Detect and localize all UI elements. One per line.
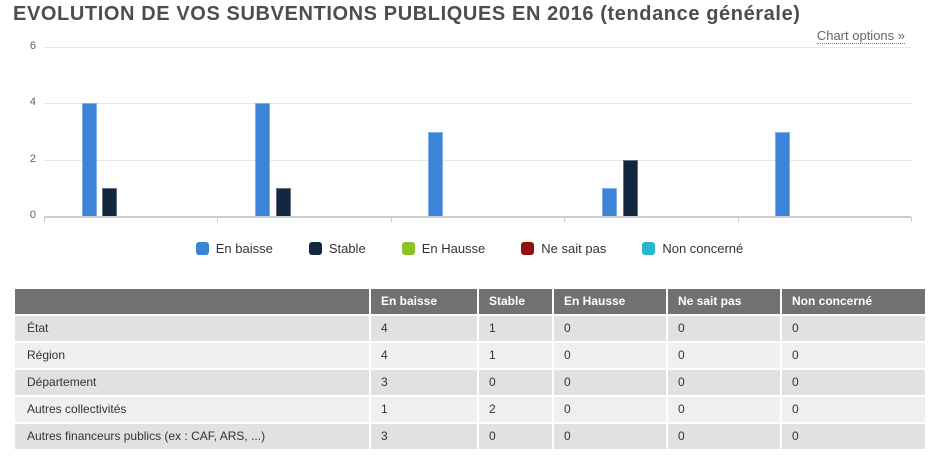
cell-value: 0 [668, 370, 780, 395]
cell-value: 0 [782, 397, 925, 422]
cell-value: 0 [554, 316, 666, 341]
x-axis-tick [217, 217, 219, 222]
legend-label: En Hausse [421, 241, 486, 256]
cell-value: 0 [554, 343, 666, 368]
table-row: État 4 1 0 0 0 [15, 316, 925, 341]
legend-swatch-icon [401, 242, 415, 255]
gridline [44, 103, 911, 105]
row-label: Région [15, 343, 369, 368]
table-header-row: En baisse Stable En Hausse Ne sait pas Non c… [15, 289, 925, 314]
table-header: En baisse Stable En Hausse Ne sait pas Non c… [15, 289, 925, 314]
x-axis-tick [737, 217, 739, 222]
chart-bar-stable[interactable] [102, 187, 118, 216]
gridline [44, 216, 911, 218]
cell-value: 0 [479, 370, 552, 395]
cell-value: 0 [668, 316, 780, 341]
y-axis-tick-label: 6 [29, 40, 36, 52]
chart-bar-en-baisse[interactable] [775, 131, 791, 216]
cell-value: 0 [782, 370, 925, 395]
chart-options-link[interactable]: Chart options » [816, 28, 905, 44]
page-title: EVOLUTION DE VOS SUBVENTIONS PUBLIQUES E… [13, 3, 801, 25]
chart-legend: En baisse Stable En Hausse Ne sait pas Non c… [0, 241, 939, 256]
legend-swatch-icon [521, 242, 535, 255]
table-row: Région 4 1 0 0 0 [15, 343, 925, 368]
bar-chart: 0 2 4 6 [29, 40, 912, 222]
chart-bar-en-baisse[interactable] [601, 187, 617, 216]
legend-label: Stable [328, 241, 366, 256]
legend-item-en-hausse[interactable]: En Hausse [401, 241, 486, 256]
legend-swatch-icon [642, 242, 656, 255]
x-axis-tick [390, 217, 392, 222]
legend-label: Ne sait pas [541, 241, 607, 256]
legend-swatch-icon [195, 242, 209, 255]
cell-value: 4 [371, 316, 477, 341]
legend-item-stable[interactable]: Stable [308, 241, 366, 256]
cell-value: 1 [371, 397, 477, 422]
chart-bar-en-baisse[interactable] [81, 103, 97, 216]
table-body: État 4 1 0 0 0 Région 4 1 0 0 0 Département 3 0 0 0 0 Autr… [15, 316, 925, 449]
row-label: Autres collectivités [15, 397, 369, 422]
chart-bar-en-baisse[interactable] [428, 131, 444, 216]
row-label: Autres financeurs publics (ex : CAF, ARS… [15, 424, 369, 449]
cell-value: 3 [371, 370, 477, 395]
legend-item-non-concern[interactable]: Non concerné [642, 241, 743, 256]
cell-value: 0 [782, 316, 925, 341]
cell-value: 0 [782, 343, 925, 368]
x-axis-tick [911, 217, 912, 222]
cell-value: 3 [371, 424, 477, 449]
cell-value: 0 [668, 424, 780, 449]
gridline [44, 159, 911, 161]
column-header: Stable [479, 289, 552, 314]
legend-item-ne-sait-pas[interactable]: Ne sait pas [521, 241, 606, 256]
table-row: Autres financeurs publics (ex : CAF, ARS… [15, 424, 925, 449]
legend-label: Non concerné [662, 241, 744, 256]
chart-bar-stable[interactable] [622, 159, 638, 216]
x-axis-tick [44, 217, 45, 222]
cell-value: 0 [554, 424, 666, 449]
x-axis-tick [564, 217, 566, 222]
row-label: Département [15, 370, 369, 395]
column-header: En Hausse [554, 289, 666, 314]
chart-bar-en-baisse[interactable] [254, 103, 270, 216]
results-table: En baisse Stable En Hausse Ne sait pas Non c… [13, 287, 927, 451]
table-row: Département 3 0 0 0 0 [15, 370, 925, 395]
y-axis-tick-label: 0 [29, 209, 36, 221]
chart-bar-stable[interactable] [275, 187, 291, 216]
column-header: Non concerné [782, 289, 925, 314]
cell-value: 0 [782, 424, 925, 449]
cell-value: 2 [479, 397, 552, 422]
gridline [44, 47, 911, 48]
table-row: Autres collectivités 1 2 0 0 0 [15, 397, 925, 422]
cell-value: 1 [479, 316, 552, 341]
cell-value: 0 [554, 370, 666, 395]
cell-value: 4 [371, 343, 477, 368]
legend-item-en-baisse[interactable]: En baisse [195, 241, 273, 256]
cell-value: 0 [479, 424, 552, 449]
column-header: En baisse [371, 289, 477, 314]
row-label: État [15, 316, 369, 341]
legend-swatch-icon [308, 242, 322, 255]
y-axis-tick-label: 2 [29, 152, 36, 165]
cell-value: 1 [479, 343, 552, 368]
y-axis-tick-label: 4 [29, 96, 36, 109]
cell-value: 0 [668, 397, 780, 422]
corner-header-cell [15, 289, 369, 314]
cell-value: 0 [668, 343, 780, 368]
cell-value: 0 [554, 397, 666, 422]
column-header: Ne sait pas [668, 289, 780, 314]
legend-label: En baisse [215, 241, 273, 256]
